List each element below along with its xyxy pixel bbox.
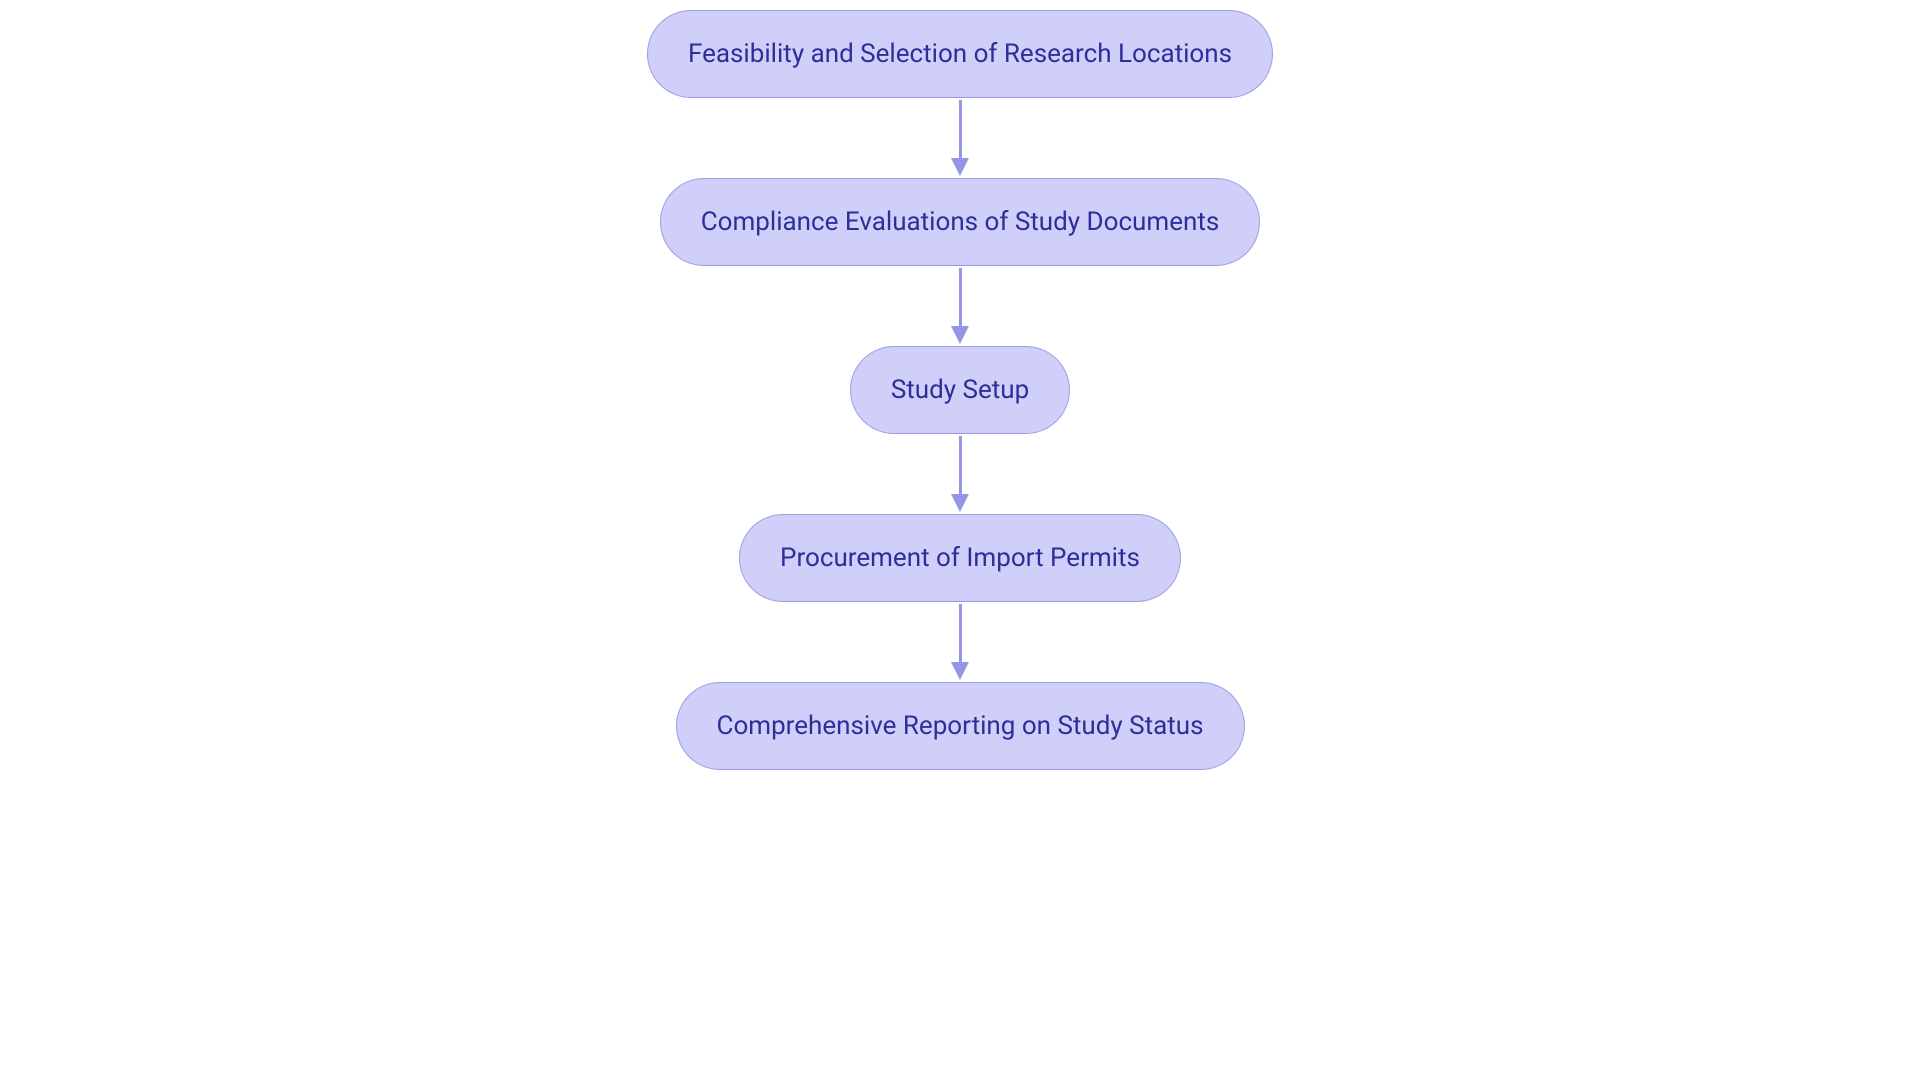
- arrow-line: [959, 268, 962, 326]
- flowchart-arrow: [951, 602, 969, 682]
- flowchart-arrow: [951, 98, 969, 178]
- flowchart-arrow: [951, 266, 969, 346]
- arrow-line: [959, 436, 962, 494]
- flowchart-container: Feasibility and Selection of Research Lo…: [647, 10, 1273, 770]
- arrow-head-icon: [951, 326, 969, 344]
- arrow-head-icon: [951, 494, 969, 512]
- flowchart-node: Comprehensive Reporting on Study Status: [676, 682, 1245, 770]
- flowchart-node: Procurement of Import Permits: [739, 514, 1181, 602]
- flowchart-node: Compliance Evaluations of Study Document…: [660, 178, 1261, 266]
- flowchart-arrow: [951, 434, 969, 514]
- flowchart-node: Study Setup: [850, 346, 1070, 434]
- arrow-head-icon: [951, 662, 969, 680]
- arrow-head-icon: [951, 158, 969, 176]
- flowchart-node: Feasibility and Selection of Research Lo…: [647, 10, 1273, 98]
- arrow-line: [959, 604, 962, 662]
- arrow-line: [959, 100, 962, 158]
